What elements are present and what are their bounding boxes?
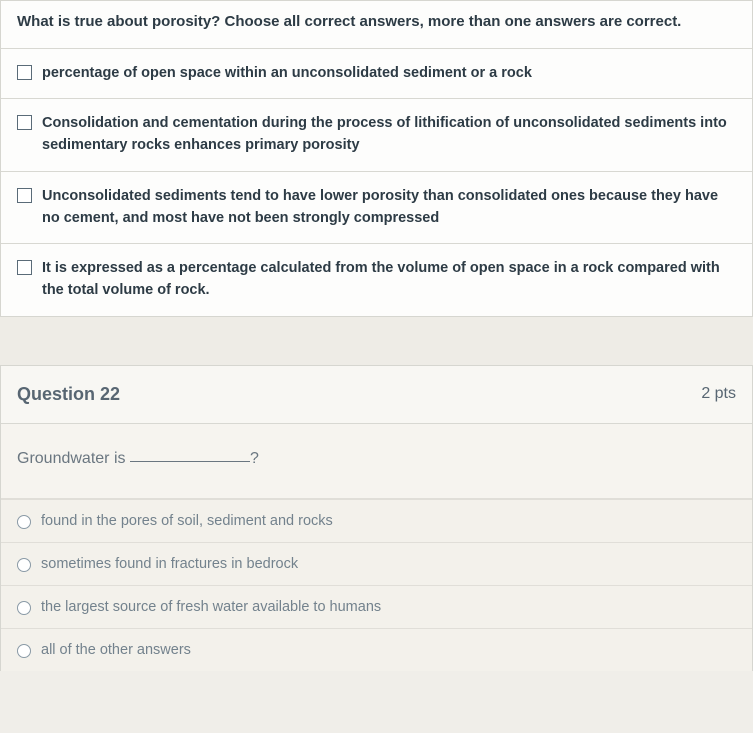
answer-option[interactable]: all of the other answers bbox=[1, 628, 752, 671]
answer-option[interactable]: percentage of open space within an uncon… bbox=[1, 48, 752, 99]
answer-option[interactable]: Consolidation and cementation during the… bbox=[1, 98, 752, 171]
checkbox-icon[interactable] bbox=[17, 115, 32, 130]
checkbox-icon[interactable] bbox=[17, 260, 32, 275]
answer-option[interactable]: the largest source of fresh water availa… bbox=[1, 585, 752, 628]
question-22-body: Groundwater is ? found in the pores of s… bbox=[1, 424, 752, 671]
question-21-prompt: What is true about porosity? Choose all … bbox=[1, 1, 752, 48]
answer-label: Consolidation and cementation during the… bbox=[42, 113, 736, 157]
answer-label: percentage of open space within an uncon… bbox=[42, 63, 532, 85]
answer-option[interactable]: found in the pores of soil, sediment and… bbox=[1, 499, 752, 542]
answer-label: the largest source of fresh water availa… bbox=[41, 599, 381, 615]
question-22-block: Question 22 2 pts Groundwater is ? found… bbox=[0, 365, 753, 671]
answer-option[interactable]: sometimes found in fractures in bedrock bbox=[1, 542, 752, 585]
answer-option[interactable]: It is expressed as a percentage calculat… bbox=[1, 243, 752, 316]
radio-icon[interactable] bbox=[17, 644, 31, 658]
question-points-label: 2 pts bbox=[701, 385, 736, 403]
checkbox-icon[interactable] bbox=[17, 188, 32, 203]
answer-label: all of the other answers bbox=[41, 642, 191, 658]
prompt-suffix: ? bbox=[250, 450, 259, 467]
answer-label: Unconsolidated sediments tend to have lo… bbox=[42, 186, 736, 230]
fill-blank bbox=[130, 461, 250, 462]
question-22-header: Question 22 2 pts bbox=[1, 366, 752, 424]
prompt-prefix: Groundwater is bbox=[17, 450, 130, 467]
question-number-label: Question 22 bbox=[17, 384, 120, 405]
checkbox-icon[interactable] bbox=[17, 65, 32, 80]
radio-icon[interactable] bbox=[17, 515, 31, 529]
answer-label: sometimes found in fractures in bedrock bbox=[41, 556, 298, 572]
radio-icon[interactable] bbox=[17, 558, 31, 572]
question-22-prompt: Groundwater is ? bbox=[1, 424, 752, 499]
answer-label: It is expressed as a percentage calculat… bbox=[42, 258, 736, 302]
radio-icon[interactable] bbox=[17, 601, 31, 615]
question-21-block: What is true about porosity? Choose all … bbox=[0, 0, 753, 317]
answer-label: found in the pores of soil, sediment and… bbox=[41, 513, 333, 529]
answer-option[interactable]: Unconsolidated sediments tend to have lo… bbox=[1, 171, 752, 244]
question-gap bbox=[0, 317, 753, 365]
